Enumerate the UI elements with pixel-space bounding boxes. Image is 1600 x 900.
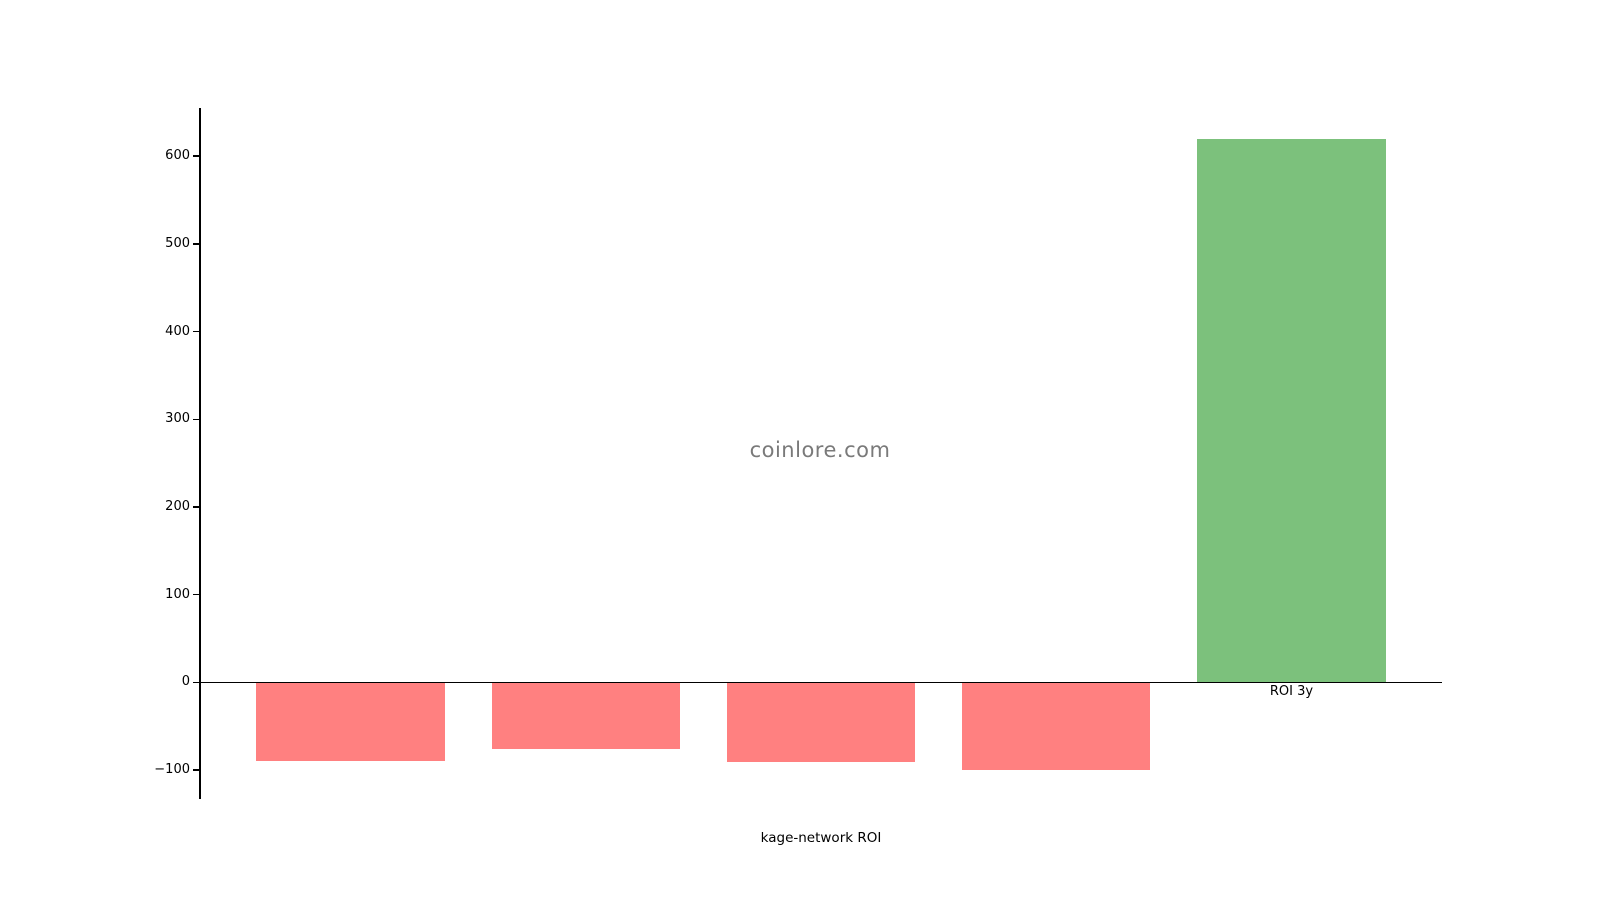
y-tick-label: 500	[165, 235, 190, 251]
bar-roi-1	[256, 682, 445, 762]
y-tick-mark	[193, 506, 199, 508]
y-tick-mark	[193, 155, 199, 157]
bar-roi-3	[726, 682, 916, 763]
y-axis-spine	[199, 108, 201, 799]
y-tick-label: 300	[165, 411, 190, 427]
y-tick-label: 100	[165, 586, 190, 602]
y-tick-label: 200	[165, 498, 190, 514]
y-tick-mark	[193, 243, 199, 245]
bar-roi-2	[491, 682, 680, 749]
y-tick-mark	[193, 418, 199, 421]
y-tick-label: 400	[165, 323, 190, 339]
watermark-text: coinlore.com	[749, 438, 891, 462]
bar-roi-3y	[1197, 138, 1386, 683]
x-axis-title: kage-network ROI	[760, 830, 882, 846]
x-tick-label: ROI 3y	[1269, 684, 1314, 700]
y-tick-label: 0	[181, 674, 190, 690]
y-tick-label: 600	[165, 148, 190, 164]
bar-roi-4	[962, 682, 1151, 771]
y-tick-label: −100	[154, 762, 190, 778]
x-axis-zero-line	[199, 681, 1442, 683]
y-tick-mark	[193, 681, 199, 684]
y-tick-mark	[193, 330, 199, 333]
y-tick-mark	[193, 769, 199, 771]
y-tick-mark	[193, 593, 199, 596]
